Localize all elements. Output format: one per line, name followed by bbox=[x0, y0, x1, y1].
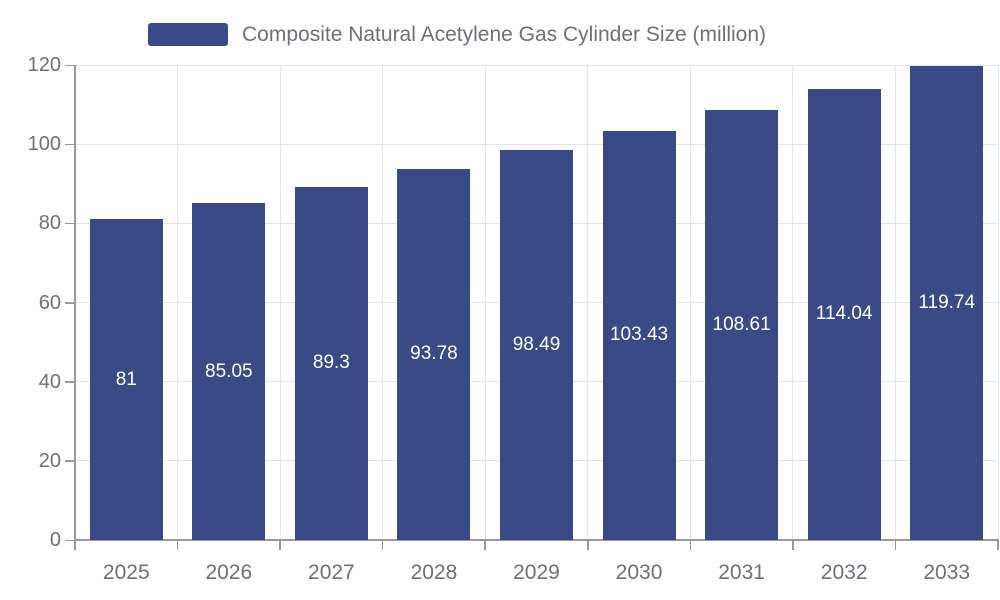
bar-2028[interactable] bbox=[397, 168, 471, 540]
x-axis-label: 2031 bbox=[718, 561, 765, 584]
legend-item[interactable]: Composite Natural Acetylene Gas Cylinder… bbox=[148, 22, 766, 47]
legend-label: Composite Natural Acetylene Gas Cylinder… bbox=[242, 23, 767, 46]
y-axis-label: 20 bbox=[38, 449, 61, 472]
x-axis-line bbox=[74, 539, 999, 541]
y-axis-tick bbox=[65, 222, 75, 225]
x-gridline bbox=[792, 65, 794, 540]
x-axis-tick bbox=[587, 540, 589, 550]
x-axis-tick bbox=[381, 540, 384, 550]
x-gridline bbox=[894, 65, 896, 540]
x-gridline bbox=[279, 65, 281, 540]
y-axis-line bbox=[74, 65, 76, 540]
y-axis-label: 80 bbox=[38, 212, 61, 235]
legend-swatch bbox=[148, 23, 228, 46]
y-axis-tick bbox=[65, 64, 75, 66]
x-axis-label: 2025 bbox=[102, 561, 150, 584]
y-axis-label: 60 bbox=[38, 291, 61, 314]
x-gridline bbox=[382, 65, 384, 540]
y-axis-tick bbox=[65, 302, 75, 304]
bar-2031[interactable] bbox=[705, 110, 779, 540]
x-axis-tick bbox=[689, 540, 692, 550]
bar-2030[interactable] bbox=[602, 130, 676, 540]
bar-2025[interactable] bbox=[89, 219, 163, 540]
x-axis-label: 2030 bbox=[615, 561, 663, 584]
x-gridline bbox=[689, 65, 691, 540]
x-gridline bbox=[587, 65, 589, 540]
bar-2026[interactable] bbox=[192, 203, 266, 540]
y-gridline bbox=[75, 143, 998, 145]
x-axis-tick bbox=[74, 540, 76, 550]
x-axis-label: 2033 bbox=[923, 561, 971, 584]
x-axis-tick bbox=[484, 540, 486, 550]
x-gridline bbox=[484, 65, 486, 540]
y-axis-tick bbox=[65, 460, 75, 462]
y-axis-tick bbox=[65, 381, 75, 383]
y-axis-label: 120 bbox=[27, 54, 61, 76]
bar-2027[interactable] bbox=[294, 186, 368, 540]
y-gridline bbox=[75, 64, 998, 66]
x-axis-label: 2027 bbox=[308, 561, 355, 584]
y-axis-label: 100 bbox=[27, 133, 61, 156]
x-axis-label: 2032 bbox=[820, 561, 868, 584]
x-axis-label: 2028 bbox=[410, 561, 458, 584]
x-gridline bbox=[177, 65, 179, 540]
x-axis-tick bbox=[894, 540, 897, 550]
y-axis-tick bbox=[65, 539, 75, 541]
x-axis-tick bbox=[997, 540, 999, 550]
bar-2029[interactable] bbox=[500, 150, 573, 540]
x-axis-tick bbox=[176, 540, 179, 550]
x-axis-tick bbox=[279, 540, 281, 550]
x-gridline bbox=[997, 65, 999, 540]
x-axis-label: 2026 bbox=[205, 561, 253, 584]
y-axis-label: 0 bbox=[49, 529, 61, 551]
bar-2032[interactable] bbox=[807, 88, 881, 540]
y-axis-tick bbox=[65, 143, 75, 146]
x-axis-label: 2029 bbox=[513, 561, 560, 584]
y-axis-label: 40 bbox=[38, 370, 61, 393]
x-axis-tick bbox=[792, 540, 794, 550]
bar-2033[interactable] bbox=[910, 66, 984, 540]
